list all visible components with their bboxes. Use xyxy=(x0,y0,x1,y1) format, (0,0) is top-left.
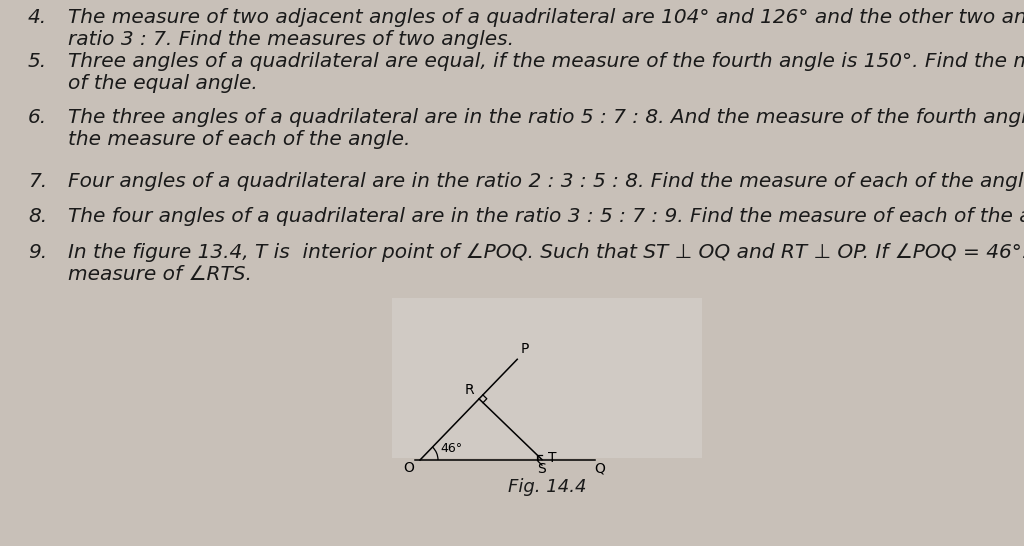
Text: The three angles of a quadrilateral are in the ratio 5 : 7 : 8. And the measure : The three angles of a quadrilateral are … xyxy=(68,108,1024,127)
Text: 5.: 5. xyxy=(28,52,47,71)
Text: O: O xyxy=(403,461,414,475)
Text: Four angles of a quadrilateral are in the ratio 2 : 3 : 5 : 8. Find the measure : Four angles of a quadrilateral are in th… xyxy=(68,172,1024,191)
Text: 6.: 6. xyxy=(28,108,47,127)
Text: S: S xyxy=(537,462,546,476)
Text: The four angles of a quadrilateral are in the ratio 3 : 5 : 7 : 9. Find the meas: The four angles of a quadrilateral are i… xyxy=(68,207,1024,226)
Text: 8.: 8. xyxy=(28,207,47,226)
Text: Q: Q xyxy=(594,461,605,475)
Text: The measure of two adjacent angles of a quadrilateral are 104° and 126° and the : The measure of two adjacent angles of a … xyxy=(68,8,1024,27)
Text: T: T xyxy=(548,450,556,465)
Text: 7.: 7. xyxy=(28,172,47,191)
Text: ratio 3 : 7. Find the measures of two angles.: ratio 3 : 7. Find the measures of two an… xyxy=(68,30,514,49)
FancyBboxPatch shape xyxy=(392,298,702,458)
Text: of the equal angle.: of the equal angle. xyxy=(68,74,258,93)
Text: R: R xyxy=(465,383,474,397)
Text: P: P xyxy=(520,342,528,357)
Text: the measure of each of the angle.: the measure of each of the angle. xyxy=(68,130,411,149)
Text: 9.: 9. xyxy=(28,243,47,262)
Text: 4.: 4. xyxy=(28,8,47,27)
Text: In the figure 13.4, T is  interior point of ∠POQ. Such that ST ⊥ OQ and RT ⊥ OP.: In the figure 13.4, T is interior point … xyxy=(68,243,1024,262)
Text: Fig. 14.4: Fig. 14.4 xyxy=(508,478,587,496)
Text: measure of ∠RTS.: measure of ∠RTS. xyxy=(68,265,252,284)
Text: Three angles of a quadrilateral are equal, if the measure of the fourth angle is: Three angles of a quadrilateral are equa… xyxy=(68,52,1024,71)
Text: 46°: 46° xyxy=(440,442,462,455)
